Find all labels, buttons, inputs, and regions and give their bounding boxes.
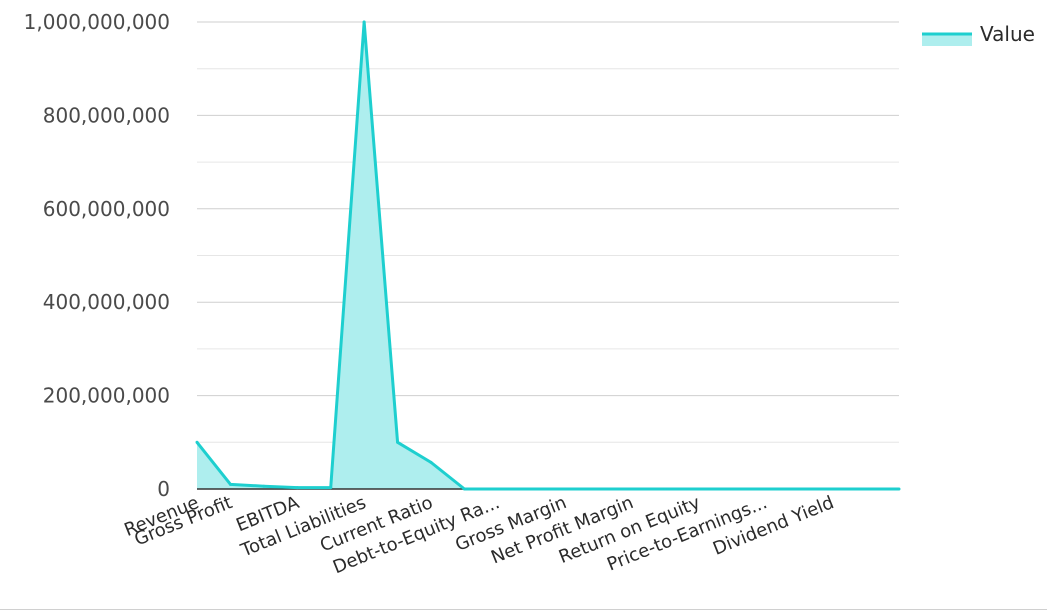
data-point: [396, 440, 400, 444]
gridlines: [197, 21, 899, 443]
data-point: [864, 487, 868, 491]
y-tick-label: 200,000,000: [43, 384, 170, 408]
data-point: [797, 487, 801, 491]
y-tick-label: 1,000,000,000: [24, 10, 170, 34]
data-point: [763, 487, 767, 491]
y-tick-label: 0: [157, 477, 170, 501]
data-point: [429, 460, 433, 464]
bottom-border: [0, 609, 1047, 610]
data-point: [630, 487, 634, 491]
data-point: [529, 487, 533, 491]
data-point: [696, 487, 700, 491]
data-point: [295, 486, 299, 490]
legend-label-value: Value: [980, 22, 1035, 46]
data-point: [563, 487, 567, 491]
data-point: [228, 482, 232, 486]
data-point: [730, 487, 734, 491]
data-point: [262, 484, 266, 488]
series-area-value: [195, 20, 901, 491]
series-line-value: [195, 20, 899, 491]
data-point: [496, 487, 500, 491]
data-point: [596, 487, 600, 491]
data-point: [362, 20, 366, 24]
y-tick-label: 800,000,000: [43, 103, 170, 127]
y-tick-label: 600,000,000: [43, 197, 170, 221]
y-axis-tick-labels: 0 200,000,000 400,000,000 600,000,000 800,00…: [24, 10, 170, 501]
data-point: [830, 487, 834, 491]
data-point: [462, 487, 466, 491]
data-point: [663, 487, 667, 491]
y-tick-label: 400,000,000: [43, 290, 170, 314]
data-point: [329, 486, 333, 490]
data-point: [195, 440, 199, 444]
data-point: [897, 487, 901, 491]
legend-swatch-value: [922, 34, 972, 46]
legend[interactable]: Value: [922, 22, 1035, 46]
